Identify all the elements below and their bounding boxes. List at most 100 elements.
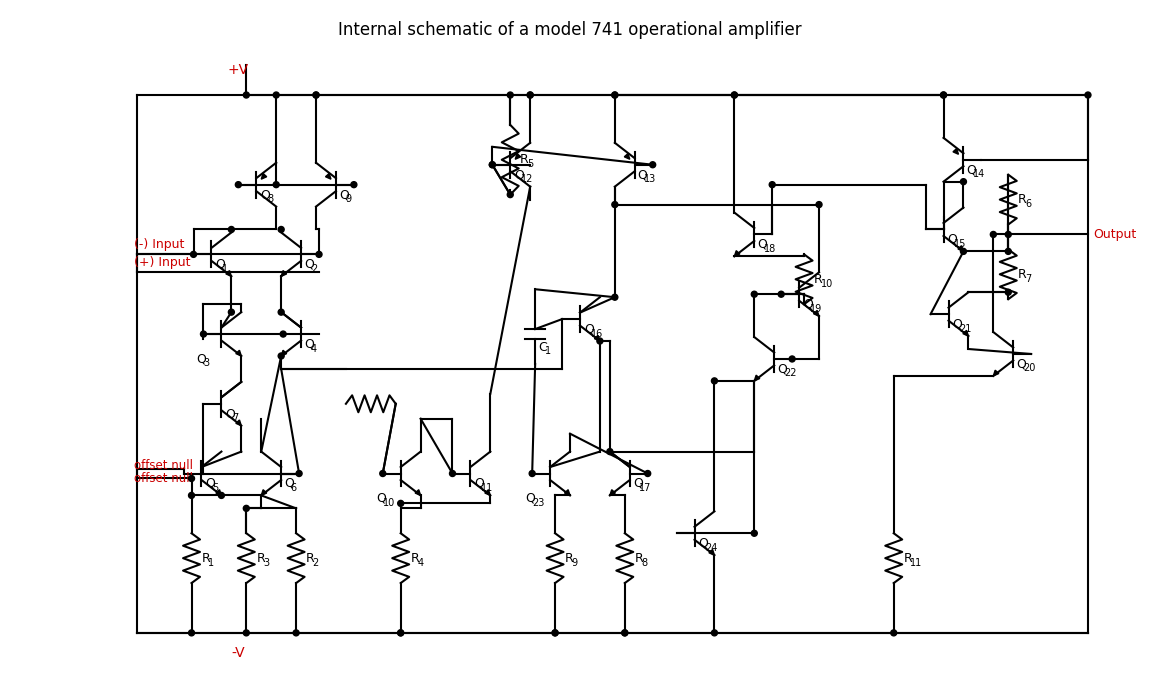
Circle shape — [507, 192, 514, 198]
Text: 3: 3 — [203, 359, 209, 368]
Circle shape — [1005, 248, 1011, 254]
Polygon shape — [261, 173, 267, 179]
Text: 11: 11 — [910, 558, 923, 568]
Polygon shape — [994, 370, 998, 376]
Polygon shape — [216, 490, 222, 496]
Polygon shape — [325, 173, 331, 179]
Circle shape — [607, 449, 612, 454]
Polygon shape — [282, 271, 287, 276]
Text: 11: 11 — [481, 483, 493, 493]
Circle shape — [489, 161, 495, 168]
Text: 16: 16 — [591, 329, 603, 338]
Text: R: R — [1018, 268, 1027, 281]
Text: Q: Q — [261, 188, 270, 201]
Text: 21: 21 — [959, 324, 972, 333]
Circle shape — [398, 630, 403, 636]
Circle shape — [191, 252, 196, 257]
Circle shape — [313, 92, 319, 98]
Circle shape — [188, 475, 194, 482]
Circle shape — [961, 248, 966, 254]
Text: 4: 4 — [417, 558, 424, 568]
Circle shape — [489, 161, 495, 168]
Circle shape — [244, 92, 249, 98]
Text: 10: 10 — [383, 498, 395, 508]
Circle shape — [278, 309, 284, 315]
Polygon shape — [261, 490, 267, 496]
Text: 5: 5 — [213, 483, 218, 493]
Polygon shape — [624, 154, 630, 159]
Text: 9: 9 — [572, 558, 578, 568]
Circle shape — [380, 470, 386, 477]
Text: R: R — [256, 552, 265, 565]
Text: Q: Q — [1016, 357, 1026, 370]
Circle shape — [200, 331, 207, 337]
Text: offset null: offset null — [133, 459, 193, 472]
Polygon shape — [594, 336, 600, 341]
Text: 2: 2 — [313, 558, 319, 568]
Text: C: C — [538, 340, 547, 354]
Text: 5: 5 — [527, 159, 533, 169]
Text: Q: Q — [948, 233, 957, 246]
Text: 8: 8 — [641, 558, 648, 568]
Circle shape — [236, 182, 241, 187]
Circle shape — [188, 492, 194, 498]
Text: offset null: offset null — [133, 472, 193, 485]
Circle shape — [273, 182, 279, 187]
Circle shape — [229, 309, 234, 315]
Circle shape — [1085, 92, 1090, 98]
Text: Output: Output — [1093, 228, 1136, 241]
Text: R: R — [813, 273, 823, 286]
Text: Q: Q — [803, 298, 813, 310]
Text: 6: 6 — [1025, 199, 1031, 209]
Polygon shape — [813, 310, 819, 316]
Text: R: R — [410, 552, 419, 565]
Circle shape — [293, 630, 299, 636]
Circle shape — [398, 630, 403, 636]
Polygon shape — [734, 251, 740, 257]
Text: Q: Q — [953, 317, 963, 331]
Circle shape — [530, 470, 535, 477]
Circle shape — [711, 630, 717, 636]
Polygon shape — [282, 350, 287, 356]
Circle shape — [990, 231, 996, 238]
Text: 12: 12 — [520, 174, 533, 184]
Text: R: R — [565, 552, 573, 565]
Circle shape — [552, 630, 558, 636]
Circle shape — [278, 226, 284, 233]
Text: R: R — [1018, 193, 1027, 206]
Circle shape — [622, 630, 627, 636]
Polygon shape — [953, 149, 958, 154]
Text: -V: -V — [232, 646, 245, 660]
Text: 8: 8 — [267, 194, 273, 204]
Text: Q: Q — [376, 492, 386, 505]
Text: R: R — [634, 552, 643, 565]
Circle shape — [769, 182, 776, 187]
Circle shape — [941, 92, 947, 98]
Circle shape — [890, 630, 896, 636]
Text: (+) Input: (+) Input — [133, 256, 191, 269]
Circle shape — [527, 92, 533, 98]
Circle shape — [732, 92, 738, 98]
Text: (-) Input: (-) Input — [133, 238, 184, 251]
Text: 23: 23 — [532, 498, 545, 508]
Circle shape — [244, 505, 249, 512]
Text: 13: 13 — [645, 174, 657, 184]
Circle shape — [527, 92, 533, 98]
Circle shape — [622, 630, 627, 636]
Text: 7: 7 — [1025, 274, 1031, 284]
Circle shape — [552, 630, 558, 636]
Text: 10: 10 — [820, 279, 833, 289]
Polygon shape — [226, 271, 231, 276]
Circle shape — [1005, 231, 1011, 238]
Polygon shape — [236, 420, 241, 426]
Text: 18: 18 — [764, 244, 777, 254]
Text: Q: Q — [515, 168, 524, 181]
Polygon shape — [754, 375, 759, 381]
Polygon shape — [564, 490, 570, 496]
Text: R: R — [306, 552, 315, 565]
Circle shape — [296, 470, 302, 477]
Polygon shape — [415, 490, 421, 496]
Circle shape — [218, 492, 224, 498]
Text: 1: 1 — [222, 264, 229, 274]
Text: 9: 9 — [346, 194, 352, 204]
